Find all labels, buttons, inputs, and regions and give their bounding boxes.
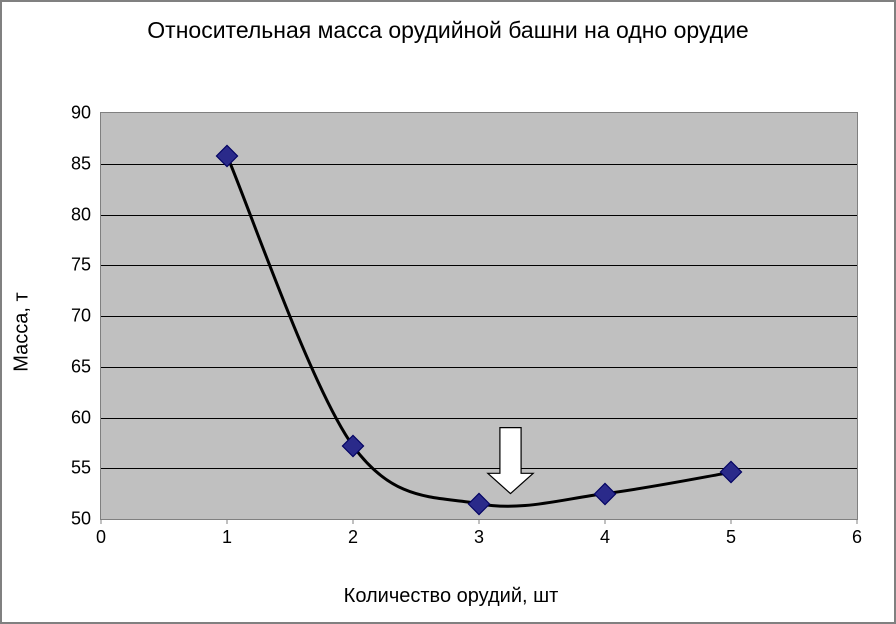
y-tick-label: 90	[71, 103, 101, 124]
y-tick-label: 65	[71, 356, 101, 377]
plot-area: 5055606570758085900123456	[100, 112, 858, 520]
x-tick-label: 2	[348, 519, 358, 548]
x-tick-label: 5	[726, 519, 736, 548]
x-tick-label: 4	[600, 519, 610, 548]
y-axis-label: Масса, т	[11, 292, 34, 371]
x-tick-label: 1	[222, 519, 232, 548]
plot-wrap: Масса, т 5055606570758085900123456 Колич…	[38, 112, 864, 552]
annotation-arrow	[101, 113, 857, 519]
y-tick-label: 75	[71, 255, 101, 276]
x-tick-label: 0	[96, 519, 106, 548]
chart-container: Относительная масса орудийной башни на о…	[0, 0, 896, 624]
y-tick-label: 80	[71, 204, 101, 225]
x-tick-label: 6	[852, 519, 862, 548]
y-tick-label: 70	[71, 306, 101, 327]
x-tick-label: 3	[474, 519, 484, 548]
x-axis-label: Количество орудий, шт	[344, 585, 559, 608]
y-tick-label: 85	[71, 153, 101, 174]
y-tick-label: 60	[71, 407, 101, 428]
chart-title: Относительная масса орудийной башни на о…	[2, 2, 894, 56]
y-tick-label: 55	[71, 458, 101, 479]
